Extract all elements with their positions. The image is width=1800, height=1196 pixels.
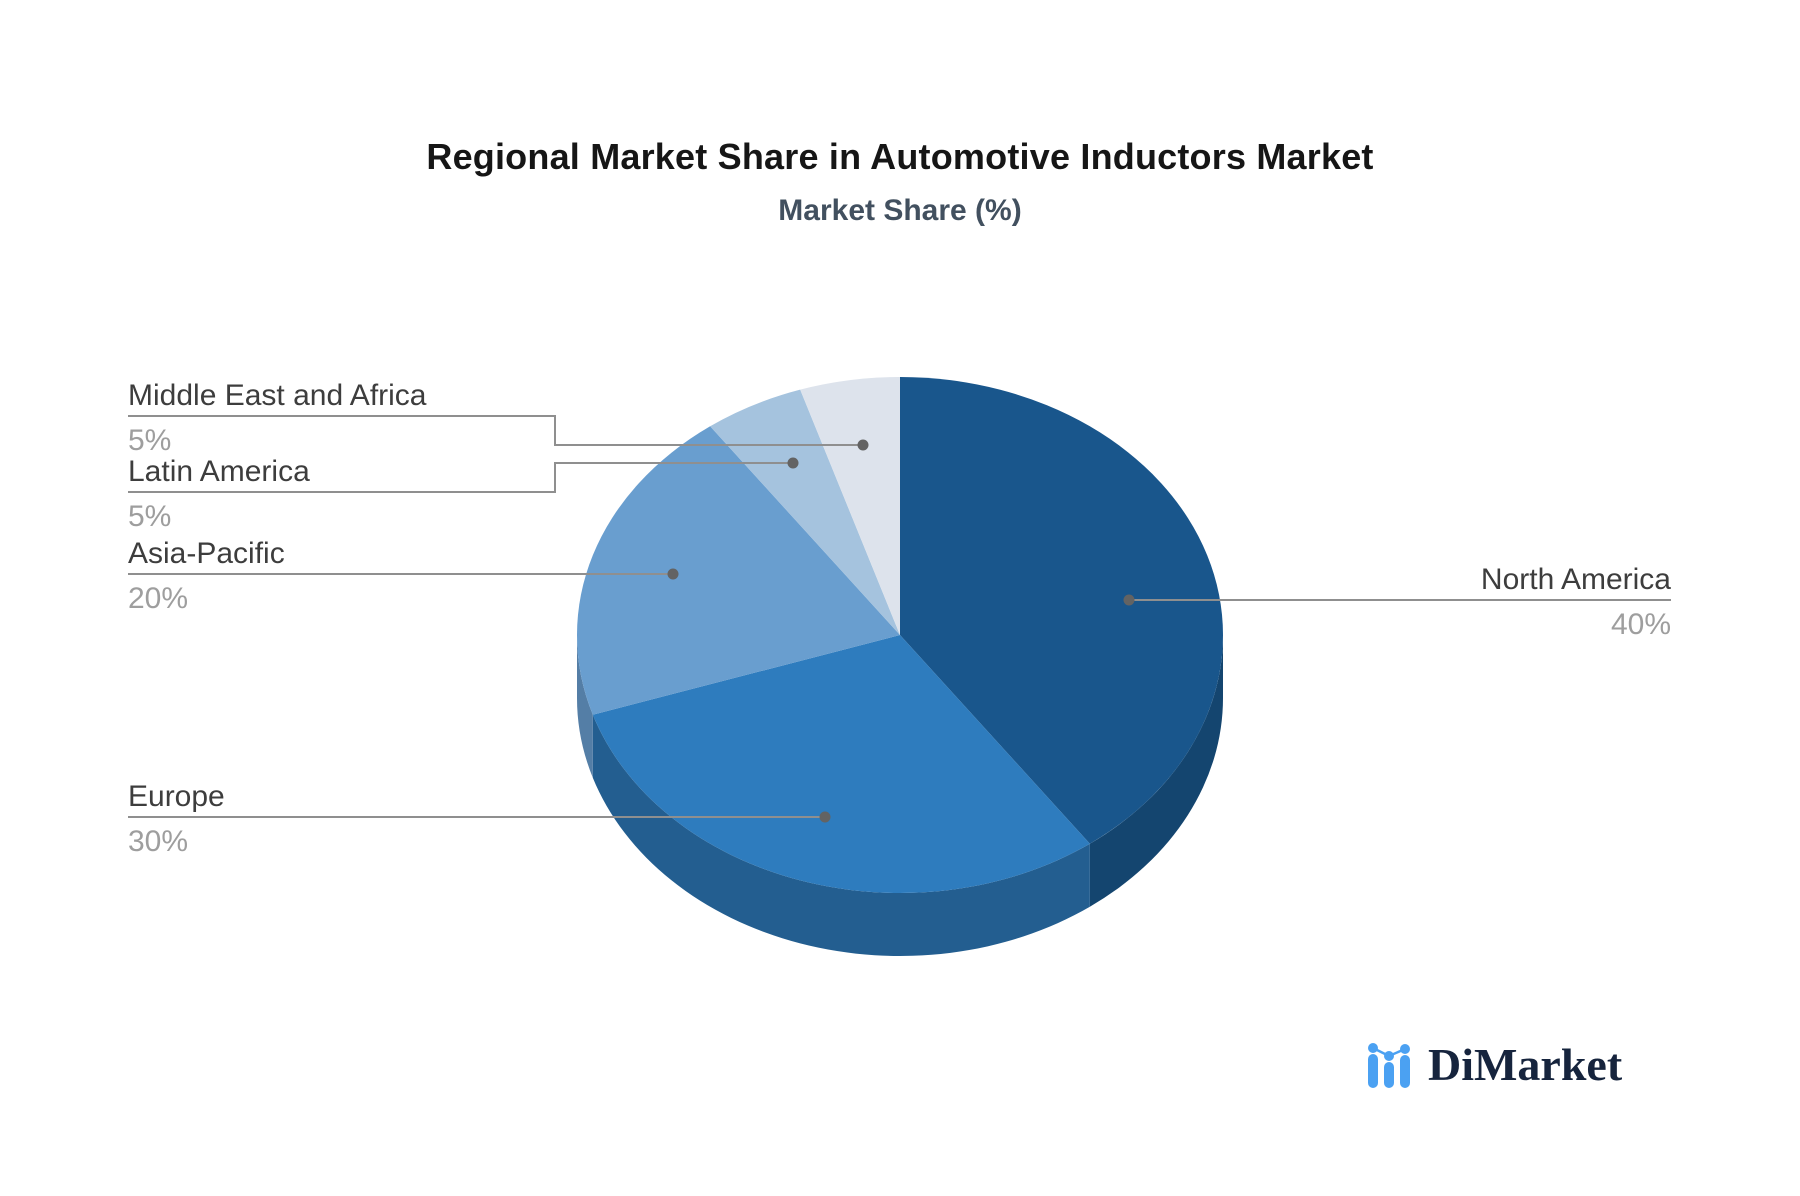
logo-dot [1384, 1051, 1394, 1061]
slice-label-north-america: North America [1481, 563, 1671, 596]
logo-bar [1368, 1054, 1378, 1088]
slice-value-middle-east-and-africa: 5% [128, 424, 171, 457]
slice-value-europe: 30% [128, 825, 188, 858]
logo-dot [1368, 1043, 1378, 1053]
pie-slice-side-north-america [1089, 635, 1223, 907]
pie-slice-middle-east-and-africa[interactable] [800, 377, 900, 635]
leader-dot-latin-america [787, 457, 799, 469]
leader-dot-europe [819, 811, 831, 823]
leader-line-latin-america [128, 462, 793, 493]
pie-slice-north-america[interactable] [900, 377, 1223, 844]
leader-dot-middle-east-and-africa [857, 439, 869, 451]
leader-dot-asia-pacific [667, 568, 679, 580]
slice-value-latin-america: 5% [128, 500, 171, 533]
logo-dot [1400, 1044, 1410, 1054]
slice-label-asia-pacific: Asia-Pacific [128, 537, 285, 570]
pie-slice-side-asia-pacific [577, 635, 593, 778]
bar-line-chart-icon [1368, 1043, 1410, 1088]
pie-slice-side-europe [592, 714, 1090, 956]
slice-label-europe: Europe [128, 780, 225, 813]
slice-label-middle-east-and-africa: Middle East and Africa [128, 379, 427, 412]
slice-label-latin-america: Latin America [128, 455, 310, 488]
pie-slice-latin-america[interactable] [710, 389, 900, 635]
chart-title: Regional Market Share in Automotive Indu… [426, 136, 1374, 177]
slice-value-north-america: 40% [1611, 608, 1671, 641]
chart-subtitle: Market Share (%) [778, 194, 1022, 227]
leader-line-middle-east-and-africa [128, 415, 863, 446]
pie-slice-asia-pacific[interactable] [577, 426, 900, 715]
leader-dot-north-america [1123, 594, 1135, 606]
slice-value-asia-pacific: 20% [128, 582, 188, 615]
brand-logo-text: DiMarket [1428, 1039, 1623, 1090]
logo-bar [1400, 1055, 1410, 1088]
logo-bar [1384, 1062, 1394, 1088]
pie-slice-europe[interactable] [592, 635, 1090, 894]
brand-logo: DiMarket [1366, 1040, 1622, 1090]
